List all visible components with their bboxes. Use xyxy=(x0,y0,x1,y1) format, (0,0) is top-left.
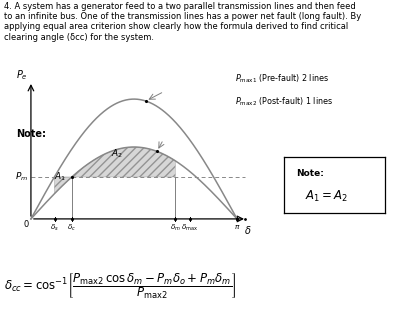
Text: $P_{\mathrm{max2}}$ (Post-fault) 1 lines: $P_{\mathrm{max2}}$ (Post-fault) 1 lines xyxy=(235,96,333,108)
Text: $A_1 = A_2$: $A_1 = A_2$ xyxy=(305,189,348,204)
Text: $\delta_s$: $\delta_s$ xyxy=(50,223,59,233)
Text: $P_m$: $P_m$ xyxy=(15,171,28,183)
Text: $\delta_m$: $\delta_m$ xyxy=(170,223,181,233)
Text: $\delta$: $\delta$ xyxy=(244,224,251,236)
Text: $\delta_{\max}$: $\delta_{\max}$ xyxy=(181,223,198,233)
Text: $\delta_{cc} = \cos^{-1}\!\left[\dfrac{P_{\max2}\,\cos\delta_m - P_m\delta_o + P: $\delta_{cc} = \cos^{-1}\!\left[\dfrac{P… xyxy=(4,271,236,301)
Text: 0: 0 xyxy=(24,220,29,229)
Text: $A_2$: $A_2$ xyxy=(111,148,123,160)
Text: 4. A system has a generator feed to a two parallel transmission lines and then f: 4. A system has a generator feed to a tw… xyxy=(4,2,361,42)
Text: $A_1$: $A_1$ xyxy=(55,171,66,183)
Text: Note:: Note: xyxy=(297,169,324,178)
Text: $P_{\mathrm{max1}}$ (Pre-fault) 2 lines: $P_{\mathrm{max1}}$ (Pre-fault) 2 lines xyxy=(235,73,329,85)
Text: $\pi$: $\pi$ xyxy=(234,223,240,231)
Text: Note:: Note: xyxy=(16,129,46,139)
Text: $\delta_c$: $\delta_c$ xyxy=(67,223,76,233)
Text: $P_e$: $P_e$ xyxy=(16,68,28,82)
